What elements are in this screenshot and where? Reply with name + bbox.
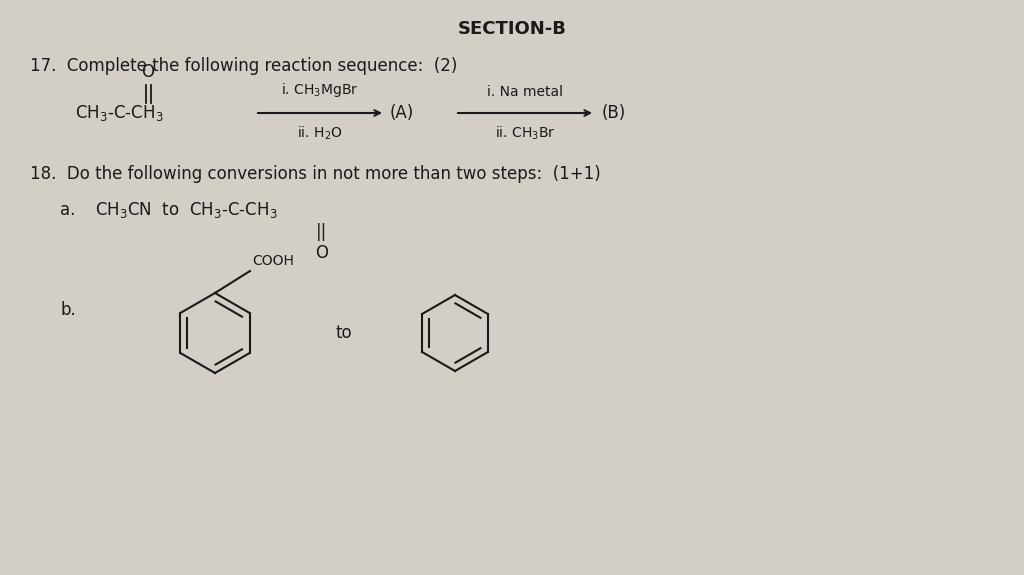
Text: ii. CH$_3$Br: ii. CH$_3$Br bbox=[495, 125, 555, 143]
Text: O: O bbox=[141, 63, 155, 81]
Text: SECTION-B: SECTION-B bbox=[458, 20, 566, 38]
Text: COOH: COOH bbox=[252, 254, 294, 268]
Text: ||: || bbox=[316, 223, 328, 241]
Text: to: to bbox=[335, 324, 351, 342]
Text: CH$_3$-C-CH$_3$: CH$_3$-C-CH$_3$ bbox=[75, 103, 164, 123]
Text: i. Na metal: i. Na metal bbox=[487, 85, 563, 99]
Text: b.: b. bbox=[60, 301, 76, 319]
Text: O: O bbox=[315, 244, 329, 262]
Text: (A): (A) bbox=[390, 104, 415, 122]
Text: a.: a. bbox=[60, 201, 76, 219]
Text: 18.  Do the following conversions in not more than two steps:  (1+1): 18. Do the following conversions in not … bbox=[30, 165, 601, 183]
Text: CH$_3$CN  to  CH$_3$-C-CH$_3$: CH$_3$CN to CH$_3$-C-CH$_3$ bbox=[95, 200, 278, 220]
Text: i. CH$_3$MgBr: i. CH$_3$MgBr bbox=[282, 81, 358, 99]
Text: 17.  Complete the following reaction sequence:  (2): 17. Complete the following reaction sequ… bbox=[30, 57, 458, 75]
Text: (B): (B) bbox=[602, 104, 627, 122]
Text: ii. H$_2$O: ii. H$_2$O bbox=[297, 125, 343, 143]
